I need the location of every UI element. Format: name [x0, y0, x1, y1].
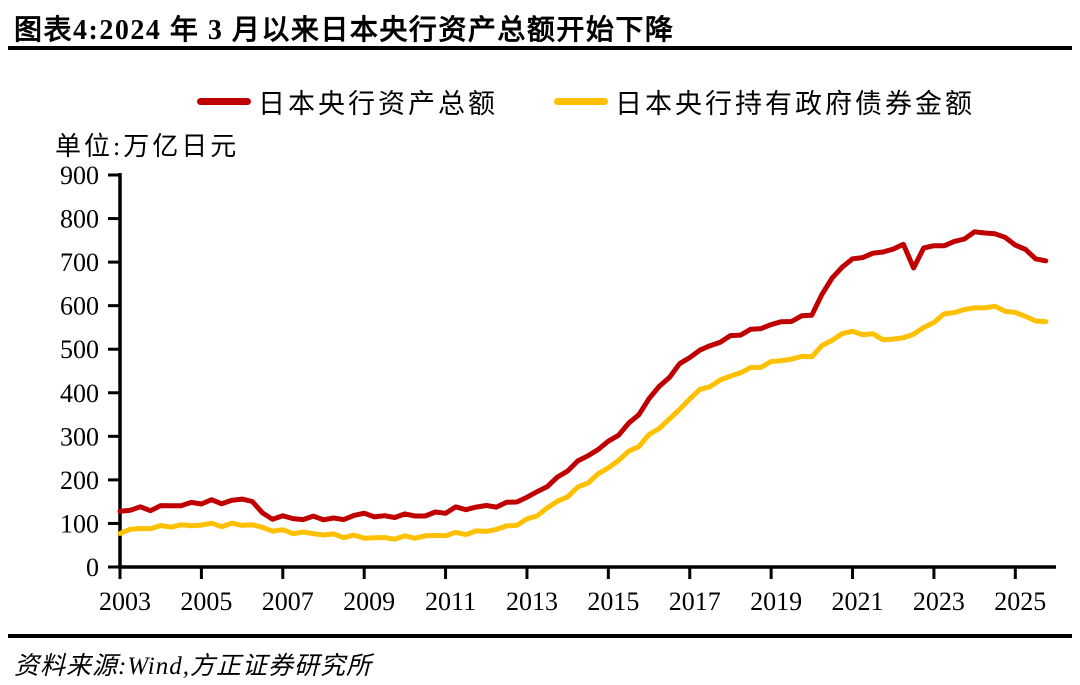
series-line-0 [117, 229, 1049, 523]
x-tick-label: 2007 [262, 587, 314, 616]
chart-legend: 日本央行资产总额 日本央行持有政府债券金额 [197, 82, 975, 121]
x-tick-label: 2019 [750, 587, 802, 616]
axis-unit-label: 单位:万亿日元 [55, 132, 240, 161]
x-tick-label: 2009 [343, 587, 395, 616]
total-assets-line-swatch [197, 98, 251, 105]
x-tick-label: 2023 [913, 587, 965, 616]
y-tick-label: 800 [60, 205, 99, 234]
x-tick-label: 2005 [180, 587, 232, 616]
page-title: 图表4:2024 年 3 月以来日本央行资产总额开始下降 [14, 15, 675, 46]
y-tick-label: 700 [60, 248, 99, 277]
x-tick-label: 2025 [994, 587, 1046, 616]
x-tick-label: 2015 [587, 587, 639, 616]
y-tick-label: 900 [60, 161, 99, 190]
legend-label-jgb-holdings: 日本央行持有政府债券金额 [615, 89, 975, 119]
legend-item-total-assets: 日本央行资产总额 [197, 82, 498, 121]
legend-label-total-assets: 日本央行资产总额 [258, 89, 498, 119]
x-tick-label: 2017 [669, 587, 721, 616]
y-tick-label: 0 [86, 553, 99, 582]
y-tick-label: 600 [60, 292, 99, 321]
y-tick-label: 400 [60, 379, 99, 408]
y-tick-label: 500 [60, 335, 99, 364]
y-tick-label: 100 [60, 509, 99, 538]
y-tick-label: 200 [60, 466, 99, 495]
source-note: 资料来源:Wind,方正证券研究所 [14, 653, 372, 680]
footer-divider-line [8, 634, 1072, 638]
x-tick-label: 2003 [99, 587, 151, 616]
jgb-holdings-line-swatch [554, 98, 608, 105]
series-line-1 [117, 303, 1049, 542]
title-divider-line [8, 46, 1072, 50]
y-tick-label: 300 [60, 422, 99, 451]
legend-item-jgb-holdings: 日本央行持有政府债券金额 [554, 82, 975, 121]
x-tick-label: 2013 [506, 587, 558, 616]
x-tick-label: 2011 [425, 587, 476, 616]
x-tick-label: 2021 [832, 587, 884, 616]
